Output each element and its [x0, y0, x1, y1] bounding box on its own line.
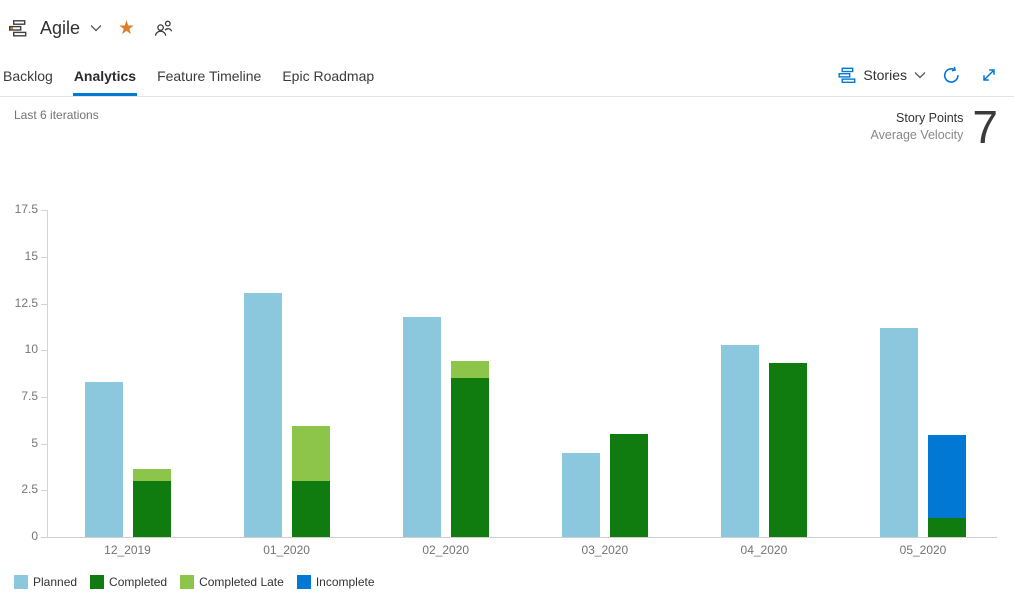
bar-completed-05_2020[interactable]: [928, 518, 966, 537]
bar-planned-04_2020[interactable]: [720, 344, 759, 537]
y-axis-line: [47, 210, 48, 537]
y-axis-tick-label: 5: [31, 435, 38, 450]
refresh-icon[interactable]: [938, 62, 964, 88]
y-axis-tick-label: 17.5: [14, 202, 38, 217]
y-axis-tickmark: [41, 397, 47, 399]
average-velocity-metric: Story Points Average Velocity 7: [871, 103, 998, 151]
favorite-star-icon[interactable]: ★: [118, 17, 136, 39]
y-axis-tick-label: 7.5: [21, 389, 38, 404]
x-axis-line: [41, 537, 997, 538]
bar-planned-02_2020[interactable]: [402, 316, 441, 537]
y-axis-tick-label: 12.5: [14, 295, 38, 310]
x-axis-label-04_2020: 04_2020: [740, 543, 788, 557]
team-header: Agile ★: [0, 0, 1014, 56]
backlog-level-picker[interactable]: Stories: [838, 67, 926, 84]
y-axis-tickmark: [41, 350, 47, 352]
bar-planned-05_2020[interactable]: [880, 328, 918, 537]
legend-label: Completed Late: [199, 575, 284, 589]
bar-completed-late-01_2020[interactable]: [291, 425, 330, 481]
team-name[interactable]: Agile: [40, 17, 81, 38]
picker-chevron-down-icon: [914, 72, 926, 79]
chart-legend: Planned Completed Completed Late Incomplete: [14, 575, 375, 589]
legend-item-completed: Completed: [90, 575, 167, 589]
legend-item-incomplete: Incomplete: [296, 575, 375, 589]
tab-epic-roadmap[interactable]: Epic Roadmap: [282, 68, 375, 84]
chart-range-label: Last 6 iterations: [14, 108, 99, 122]
bar-completed-01_2020[interactable]: [291, 481, 330, 537]
tab-backlog[interactable]: Backlog: [3, 68, 53, 84]
legend-label: Incomplete: [315, 575, 375, 589]
y-axis-tickmark: [41, 303, 47, 305]
x-axis-label-02_2020: 02_2020: [422, 543, 470, 557]
bar-planned-03_2020[interactable]: [561, 453, 600, 537]
y-axis-tickmark: [41, 537, 47, 538]
bar-completed-late-02_2020[interactable]: [450, 359, 489, 379]
tab-bar: Backlog Analytics Feature Timeline Epic Roa…: [0, 56, 1014, 97]
metric-title: Story Points: [896, 111, 964, 125]
y-axis-tick-label: 0: [31, 529, 38, 543]
backlog-board-icon: [8, 18, 28, 39]
y-axis-tickmark: [41, 443, 47, 445]
x-axis-label-12_2019: 12_2019: [104, 543, 151, 557]
y-axis-tick-label: 2.5: [21, 482, 38, 497]
team-members-icon[interactable]: [153, 19, 174, 38]
y-axis-tick-label: 15: [24, 249, 38, 264]
bar-completed-02_2020[interactable]: [450, 378, 489, 537]
x-axis-label-01_2020: 01_2020: [263, 543, 310, 557]
bar-completed-04_2020[interactable]: [768, 363, 807, 537]
legend-swatch-icon: [296, 575, 311, 589]
backlog-level-value: Stories: [863, 67, 907, 83]
metric-value: 7: [972, 101, 998, 153]
bar-completed-late-12_2019[interactable]: [132, 467, 171, 481]
tabs-list: Backlog Analytics Feature Timeline Epic Roa…: [0, 56, 394, 96]
x-axis-label-05_2020: 05_2020: [899, 543, 947, 557]
legend-swatch-icon: [90, 575, 105, 589]
legend-label: Planned: [33, 575, 78, 589]
tab-feature-timeline[interactable]: Feature Timeline: [157, 68, 262, 84]
stories-backlog-icon: [838, 67, 856, 84]
legend-swatch-icon: [180, 575, 195, 589]
y-axis-tickmark: [41, 490, 47, 492]
bar-completed-12_2019[interactable]: [132, 481, 171, 537]
bar-planned-12_2019[interactable]: [84, 382, 123, 537]
y-axis-tickmark: [41, 210, 47, 212]
tab-right-controls: Stories: [838, 56, 1002, 94]
x-axis-label-03_2020: 03_2020: [581, 543, 629, 557]
bar-planned-01_2020[interactable]: [243, 292, 282, 537]
expand-fullscreen-icon[interactable]: [976, 62, 1002, 88]
team-chevron-down-icon[interactable]: [90, 24, 102, 32]
legend-swatch-icon: [14, 575, 28, 589]
tab-analytics[interactable]: Analytics: [72, 56, 138, 96]
metric-subtitle: Average Velocity: [870, 128, 964, 142]
legend-label: Completed: [109, 575, 168, 589]
bar-incomplete-05_2020[interactable]: [928, 434, 966, 519]
y-axis-tickmark: [41, 257, 47, 259]
y-axis-tick-label: 10: [24, 342, 38, 357]
legend-item-completed-late: Completed Late: [180, 575, 284, 589]
legend-item-planned: Planned: [14, 575, 77, 589]
bar-completed-03_2020[interactable]: [609, 434, 648, 537]
